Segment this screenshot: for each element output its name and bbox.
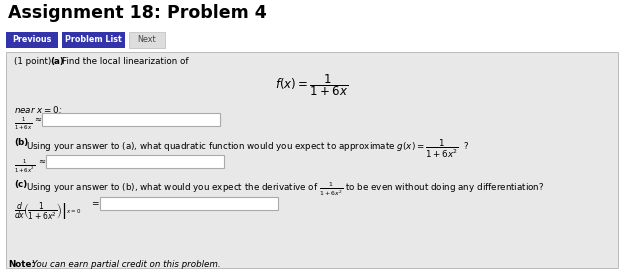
FancyBboxPatch shape — [42, 113, 220, 126]
Text: Previous: Previous — [12, 35, 52, 44]
Text: $\frac{1}{1+6x^2}$: $\frac{1}{1+6x^2}$ — [14, 158, 36, 175]
FancyBboxPatch shape — [129, 32, 165, 48]
FancyBboxPatch shape — [6, 32, 58, 48]
Text: Next: Next — [138, 35, 157, 44]
FancyBboxPatch shape — [6, 52, 618, 268]
Text: (1 point): (1 point) — [14, 57, 54, 66]
Text: $\frac{1}{1+6x}$: $\frac{1}{1+6x}$ — [14, 116, 32, 132]
Text: $\approx$: $\approx$ — [33, 114, 43, 123]
Text: near $x = 0$:: near $x = 0$: — [14, 104, 62, 115]
Text: You can earn partial credit on this problem.: You can earn partial credit on this prob… — [32, 260, 221, 269]
Text: Assignment 18: Problem 4: Assignment 18: Problem 4 — [8, 4, 266, 22]
Text: Using your answer to (a), what quadratic function would you expect to approximat: Using your answer to (a), what quadratic… — [26, 138, 469, 160]
Text: $f(x) = \dfrac{1}{1 + 6x}$: $f(x) = \dfrac{1}{1 + 6x}$ — [275, 72, 349, 98]
FancyBboxPatch shape — [62, 32, 125, 48]
Text: Problem List: Problem List — [65, 35, 122, 44]
Text: Note:: Note: — [8, 260, 35, 269]
FancyBboxPatch shape — [46, 155, 224, 168]
Text: (a): (a) — [50, 57, 64, 66]
Text: $\approx$: $\approx$ — [37, 156, 47, 165]
Text: $=$: $=$ — [90, 198, 100, 207]
Text: $\left.\dfrac{d}{dx}\!\left(\dfrac{1}{1+6x^2}\right)\right|_{x=0}$: $\left.\dfrac{d}{dx}\!\left(\dfrac{1}{1+… — [14, 200, 81, 222]
Text: (c): (c) — [14, 180, 27, 189]
Text: (b): (b) — [14, 138, 28, 147]
Text: Using your answer to (b), what would you expect the derivative of $\frac{1}{1+6x: Using your answer to (b), what would you… — [26, 180, 545, 198]
FancyBboxPatch shape — [100, 197, 278, 210]
Text: Find the local linearization of: Find the local linearization of — [62, 57, 188, 66]
